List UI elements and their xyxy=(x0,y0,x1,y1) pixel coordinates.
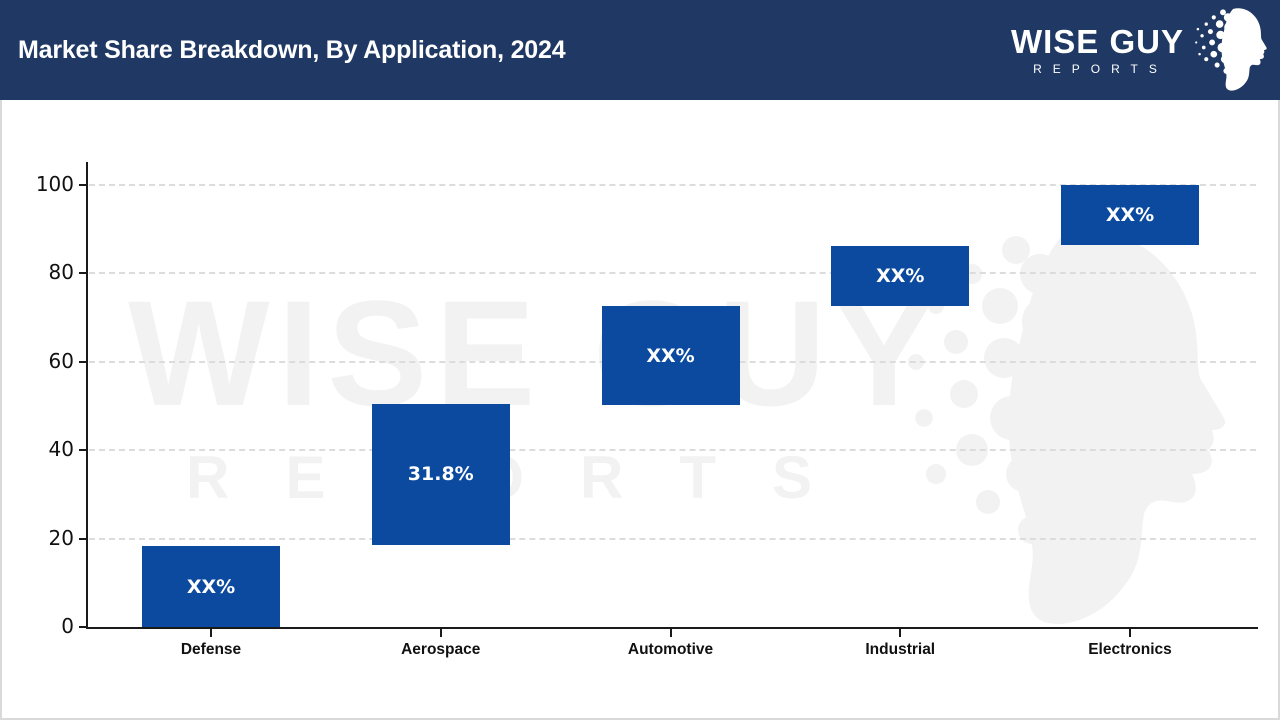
gridline-40 xyxy=(89,449,1256,452)
header-bar: Market Share Breakdown, By Application, … xyxy=(0,0,1280,100)
y-tick-label: 100 xyxy=(35,172,74,196)
category-label: Industrial xyxy=(865,641,936,658)
y-tick-mark xyxy=(79,449,87,452)
x-axis-line xyxy=(86,627,1258,629)
gridline-80 xyxy=(89,272,1256,275)
category-label: Electronics xyxy=(1088,641,1172,658)
category-label: Defense xyxy=(180,641,242,658)
y-tick-mark xyxy=(79,626,87,628)
wiseguy-logo-text: WISE GUY REPORTS xyxy=(1011,25,1184,76)
page-title: Market Share Breakdown, By Application, … xyxy=(18,35,566,64)
y-tick-mark xyxy=(79,272,87,275)
page-border-bottom xyxy=(0,718,1280,720)
bar-defense: XX% xyxy=(142,546,280,627)
page-border-right xyxy=(1278,100,1280,720)
page-border-left xyxy=(0,100,2,720)
x-tick-mark xyxy=(1129,629,1131,637)
plot-canvas: 0 20 40 60 80 100 XX% Defense 31.8% Aerospace XX% A… xyxy=(0,100,1280,720)
y-tick-label: 20 xyxy=(48,525,74,550)
wiseguy-logo: WISE GUY REPORTS xyxy=(1011,4,1270,96)
x-tick-mark xyxy=(210,629,212,637)
y-axis-line xyxy=(86,162,88,629)
bar-value-label: XX% xyxy=(1105,204,1155,227)
bar-value-label: 31.8% xyxy=(407,463,474,486)
y-tick-mark xyxy=(79,360,87,363)
x-tick-mark xyxy=(439,629,442,637)
y-tick-mark xyxy=(79,184,87,186)
bar-aerospace: 31.8% xyxy=(371,404,510,545)
bar-value-label: XX% xyxy=(876,264,925,287)
watermark-wiseguy-text: WISE GUY xyxy=(128,269,943,437)
y-tick-label: 0 xyxy=(61,614,74,638)
gridline-100 xyxy=(89,184,1256,186)
y-tick-label: 60 xyxy=(48,348,74,373)
chart-area: WISE GUY REPORTS 0 20 40 60 80 100 XX% Defense 3… xyxy=(0,100,1280,720)
y-tick-mark xyxy=(79,537,87,540)
y-tick-label: 40 xyxy=(48,437,74,462)
wiseguy-logo-line1: WISE GUY xyxy=(1010,22,1184,60)
bar-industrial: XX% xyxy=(831,245,970,306)
wiseguy-logo-line2: REPORTS xyxy=(1033,61,1168,76)
x-tick-mark xyxy=(669,629,672,637)
y-tick-label: 80 xyxy=(48,260,74,285)
x-tick-mark xyxy=(899,629,902,637)
bar-automotive: XX% xyxy=(601,306,740,406)
bar-electronics: XX% xyxy=(1061,185,1199,246)
bar-value-label: XX% xyxy=(186,575,236,598)
wiseguy-face-icon xyxy=(1195,8,1267,91)
category-label: Automotive xyxy=(627,641,714,658)
bar-value-label: XX% xyxy=(646,344,695,367)
gridline-20 xyxy=(89,537,1256,540)
category-label: Aerospace xyxy=(401,641,481,658)
